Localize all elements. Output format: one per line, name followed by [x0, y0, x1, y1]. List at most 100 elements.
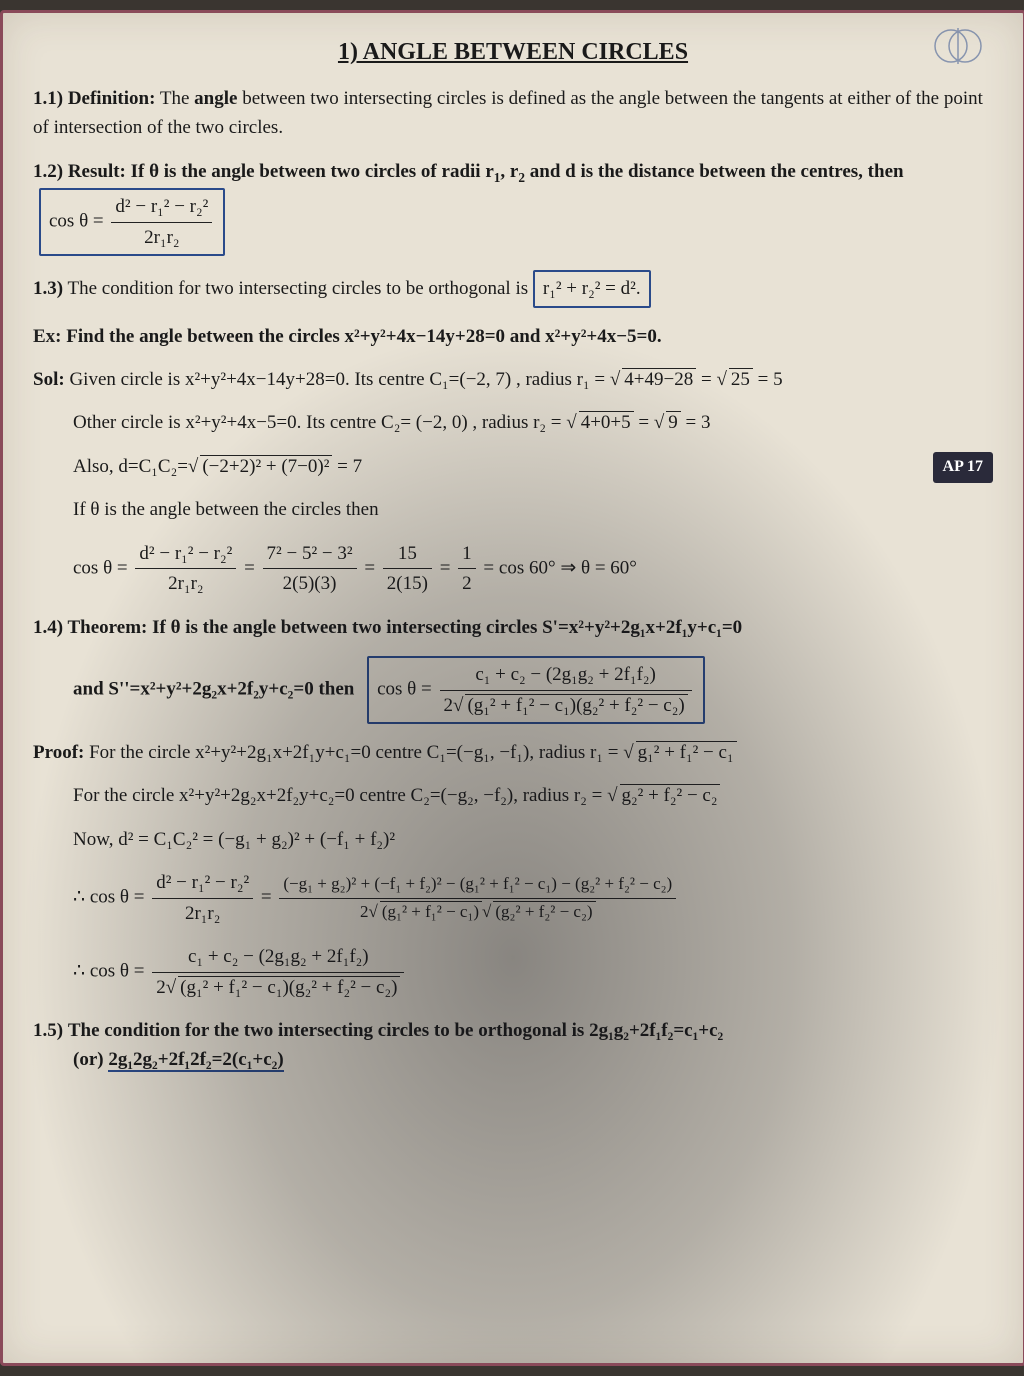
text: = 3: [681, 412, 711, 433]
text: The condition for the two intersecting c…: [68, 1020, 589, 1041]
cos-label: ∴ cos θ =: [73, 887, 149, 908]
or-label: (or): [73, 1045, 104, 1074]
section-number: 1.5): [33, 1020, 63, 1041]
denominator: 2: [458, 569, 476, 598]
sqrt-icon: [566, 412, 576, 433]
section-number: 1.3): [33, 278, 63, 299]
denominator: 2r₁r₂: [111, 223, 212, 252]
margin-doodle-icon: [923, 21, 993, 71]
proof-label: Proof:: [33, 742, 84, 763]
sqrt-icon: [610, 369, 620, 390]
proof-line: Now, d² = C₁C₂² = (−g₁ + g₂)² + (−f₁ + f…: [73, 825, 993, 854]
eq: =: [364, 557, 379, 578]
ap-badge: AP 17: [933, 452, 993, 483]
cos-label: cos θ =: [49, 211, 104, 232]
denominator: 2r₁r₂: [135, 569, 236, 598]
proof-line: ∴ cos θ = c₁ + c₂ − (2g₁g₂ + 2f₁f₂) 2 (g₁…: [73, 942, 993, 1002]
section-label: Theorem:: [68, 617, 148, 638]
coef: 2: [360, 902, 369, 921]
proof-line: ∴ cos θ = d² − r₁² − r₂² 2r₁r₂ = (−g₁ + …: [73, 868, 993, 928]
numerator: c₁ + c₂ − (2g₁g₂ + 2f₁f₂): [440, 660, 692, 690]
section-1-3: 1.3) The condition for two intersecting …: [33, 270, 993, 307]
sqrt-arg: 4+0+5: [579, 411, 634, 433]
solution-line: AP 17 Also, d=C₁C₂=(−2+2)² + (7−0)² = 7: [73, 452, 993, 481]
sqrt-arg: (g₁² + f₁² − c₁)(g₂² + f₂² − c₂): [178, 976, 400, 998]
formula-box: cos θ = d² − r₁² − r₂² 2r₁r₂: [39, 188, 225, 256]
sqrt-icon: [623, 742, 633, 763]
numerator: d² − r₁² − r₂²: [111, 192, 212, 222]
sqrt-icon: [453, 695, 463, 716]
theorem-line: and S''=x²+y²+2g₂x+2f₂y+c₂=0 then cos θ …: [73, 656, 993, 724]
section-1-2: 1.2) Result: If θ is the angle between t…: [33, 157, 993, 256]
text: If θ is the angle between two intersecti…: [152, 617, 742, 638]
solution-line: Other circle is x²+y²+4x−5=0. Its centre…: [73, 408, 993, 437]
sqrt-arg: (g₁² + f₁² − c₁)(g₂² + f₂² − c₂): [465, 694, 687, 716]
sqrt-arg: 25: [729, 368, 753, 390]
eq: =: [244, 557, 259, 578]
numerator: c₁ + c₂ − (2g₁g₂ + 2f₁f₂): [152, 942, 404, 972]
denominator: 2 (g₁² + f₁² − c₁)(g₂² + f₂² − c₂): [152, 973, 404, 1002]
section-1-4: 1.4) Theorem: If θ is the angle between …: [33, 613, 993, 642]
denominator: 2(15): [383, 569, 432, 598]
sqrt-icon: [369, 902, 378, 921]
eq: =: [440, 557, 455, 578]
text: , r: [500, 161, 518, 182]
solution: Sol: Given circle is x²+y²+4x−14y+28=0. …: [33, 365, 993, 394]
sqrt-arg: (g₁² + f₁² − c₁): [380, 901, 482, 921]
sqrt-icon: [188, 456, 198, 477]
eq: =: [261, 887, 276, 908]
coef: 2: [156, 977, 166, 998]
orthogonal-condition: 2g₁g₂+2f₁f₂=c₁+c₂: [589, 1020, 723, 1041]
section-1-1: 1.1) Definition: The angle between two i…: [33, 84, 993, 143]
fraction: 7² − 5² − 3² 2(5)(3): [263, 539, 357, 599]
fraction: d² − r₁² − r₂² 2r₁r₂: [152, 868, 253, 928]
text: = 5: [753, 369, 783, 390]
denominator: 2(g₁² + f₁² − c₁)(g₂² + f₂² − c₂): [440, 691, 692, 720]
numerator: 7² − 5² − 3²: [263, 539, 357, 569]
orthogonal-condition-alt: 2g₁2g₂+2f₁2f₂=2(c₁+c₂): [108, 1049, 283, 1072]
sqrt-arg: g₁² + f₁² − c₁: [636, 741, 737, 763]
text: Given circle is x²+y²+4x−14y+28=0. Its c…: [69, 369, 609, 390]
sqrt-arg: g₂² + f₂² − c₂: [620, 784, 721, 806]
text: The: [160, 88, 194, 109]
text: If θ is the angle between two circles of…: [131, 161, 494, 182]
text: and d is the distance between the centre…: [525, 161, 904, 182]
section-number: 1.2): [33, 161, 63, 182]
numerator: 1: [458, 539, 476, 569]
fraction: d² − r₁² − r₂² 2r₁r₂: [111, 192, 212, 252]
fraction: d² − r₁² − r₂² 2r₁r₂: [135, 539, 236, 599]
numerator: d² − r₁² − r₂²: [152, 868, 253, 898]
text: = cos 60° ⇒ θ = 60°: [483, 557, 636, 578]
example-label: Ex:: [33, 326, 62, 347]
section-number: 1.1): [33, 88, 63, 109]
fraction: 15 2(15): [383, 539, 432, 599]
sqrt-icon: [607, 785, 617, 806]
orthogonal-condition-box: r₁² + r₂² = d².: [533, 270, 651, 307]
solution-line: If θ is the angle between the circles th…: [73, 495, 993, 524]
sqrt-icon: [716, 369, 726, 390]
denominator: 2(g₁² + f₁² − c₁)(g₂² + f₂² − c₂): [279, 899, 676, 925]
fraction: (−g₁ + g₂)² + (−f₁ + f₂)² − (g₁² + f₁² −…: [279, 871, 676, 925]
sqrt-arg: 4+49−28: [622, 368, 696, 390]
fraction: c₁ + c₂ − (2g₁g₂ + 2f₁f₂) 2 (g₁² + f₁² − …: [152, 942, 404, 1002]
cos-label: ∴ cos θ =: [73, 960, 149, 981]
fraction: c₁ + c₂ − (2g₁g₂ + 2f₁f₂) 2(g₁² + f₁² − …: [440, 660, 692, 720]
section-number: 1.4): [33, 617, 63, 638]
proof-line: For the circle x²+y²+2g₂x+2f₂y+c₂=0 cent…: [73, 781, 993, 810]
text: Other circle is x²+y²+4x−5=0. Its centre…: [73, 412, 566, 433]
section-label: Definition:: [68, 88, 156, 109]
numerator: 15: [383, 539, 432, 569]
sqrt-icon: [166, 977, 176, 998]
sqrt-arg: (−2+2)² + (7−0)²: [200, 455, 332, 477]
numerator: (−g₁ + g₂)² + (−f₁ + f₂)² − (g₁² + f₁² −…: [279, 871, 676, 898]
denominator: 2(5)(3): [263, 569, 357, 598]
sqrt-arg: 9: [666, 411, 681, 433]
page-title: 1) ANGLE BETWEEN CIRCLES: [33, 39, 993, 66]
fraction: 1 2: [458, 539, 476, 599]
denominator: 2r₁r₂: [152, 899, 253, 928]
text: Also, d=C₁C₂=: [73, 456, 188, 477]
text: The condition for two intersecting circl…: [68, 278, 529, 299]
page: 1) ANGLE BETWEEN CIRCLES 1.1) Definition…: [0, 10, 1024, 1366]
sqrt-icon: [654, 412, 664, 433]
example-text: Find the angle between the circles x²+y²…: [66, 326, 661, 347]
